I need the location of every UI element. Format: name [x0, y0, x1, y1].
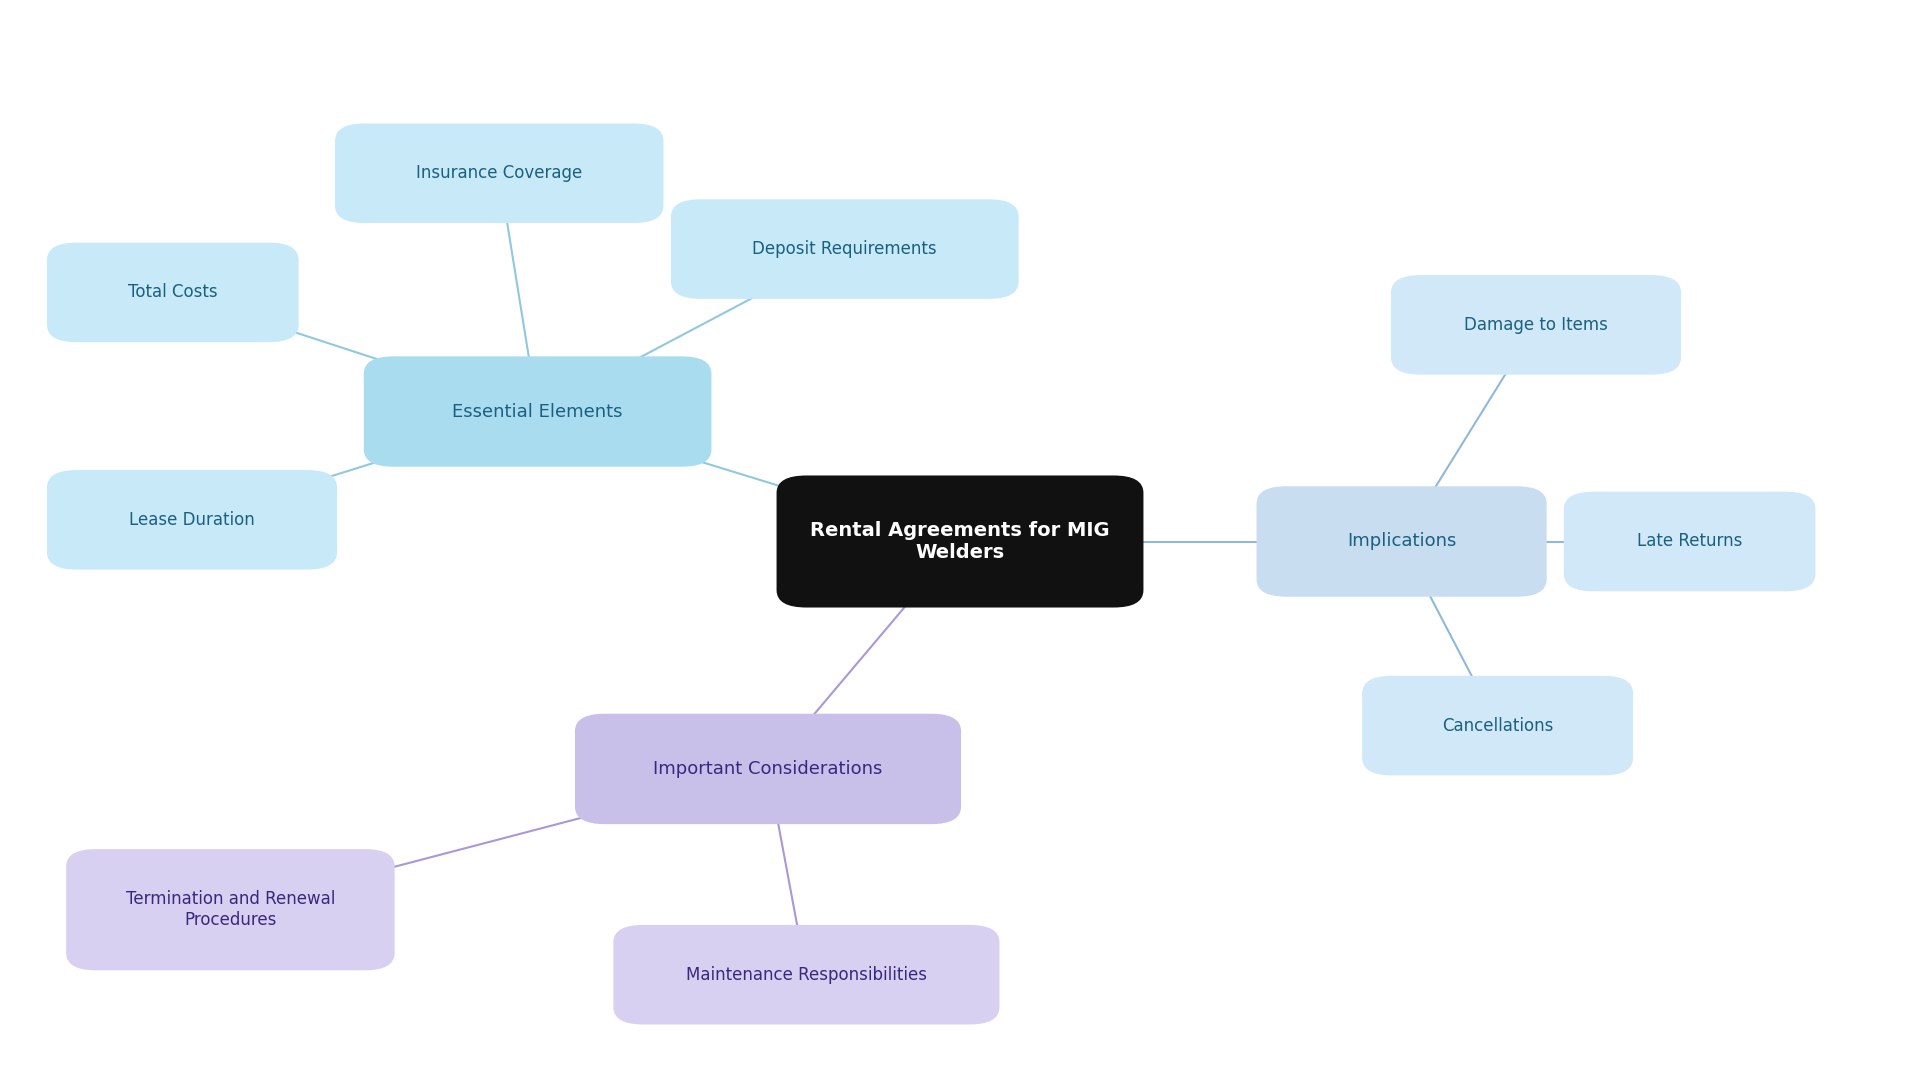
- FancyBboxPatch shape: [1258, 487, 1546, 596]
- Text: Termination and Renewal
Procedures: Termination and Renewal Procedures: [125, 890, 336, 929]
- FancyBboxPatch shape: [336, 125, 662, 222]
- FancyBboxPatch shape: [1565, 493, 1814, 590]
- Text: Implications: Implications: [1348, 533, 1455, 550]
- FancyBboxPatch shape: [1392, 276, 1680, 374]
- Text: Rental Agreements for MIG
Welders: Rental Agreements for MIG Welders: [810, 521, 1110, 562]
- Text: Insurance Coverage: Insurance Coverage: [417, 165, 582, 182]
- Text: Cancellations: Cancellations: [1442, 717, 1553, 734]
- FancyBboxPatch shape: [778, 477, 1142, 606]
- FancyBboxPatch shape: [614, 926, 998, 1023]
- Text: Damage to Items: Damage to Items: [1465, 316, 1607, 334]
- Text: Late Returns: Late Returns: [1638, 533, 1741, 550]
- Text: Important Considerations: Important Considerations: [653, 760, 883, 778]
- FancyBboxPatch shape: [48, 471, 336, 569]
- Text: Total Costs: Total Costs: [129, 284, 217, 301]
- Text: Maintenance Responsibilities: Maintenance Responsibilities: [685, 966, 927, 983]
- Text: Essential Elements: Essential Elements: [453, 403, 622, 420]
- FancyBboxPatch shape: [1363, 677, 1632, 774]
- Text: Deposit Requirements: Deposit Requirements: [753, 240, 937, 258]
- FancyBboxPatch shape: [48, 244, 298, 341]
- FancyBboxPatch shape: [67, 850, 394, 969]
- FancyBboxPatch shape: [576, 715, 960, 823]
- FancyBboxPatch shape: [672, 200, 1018, 298]
- Text: Lease Duration: Lease Duration: [129, 511, 255, 529]
- FancyBboxPatch shape: [365, 357, 710, 466]
